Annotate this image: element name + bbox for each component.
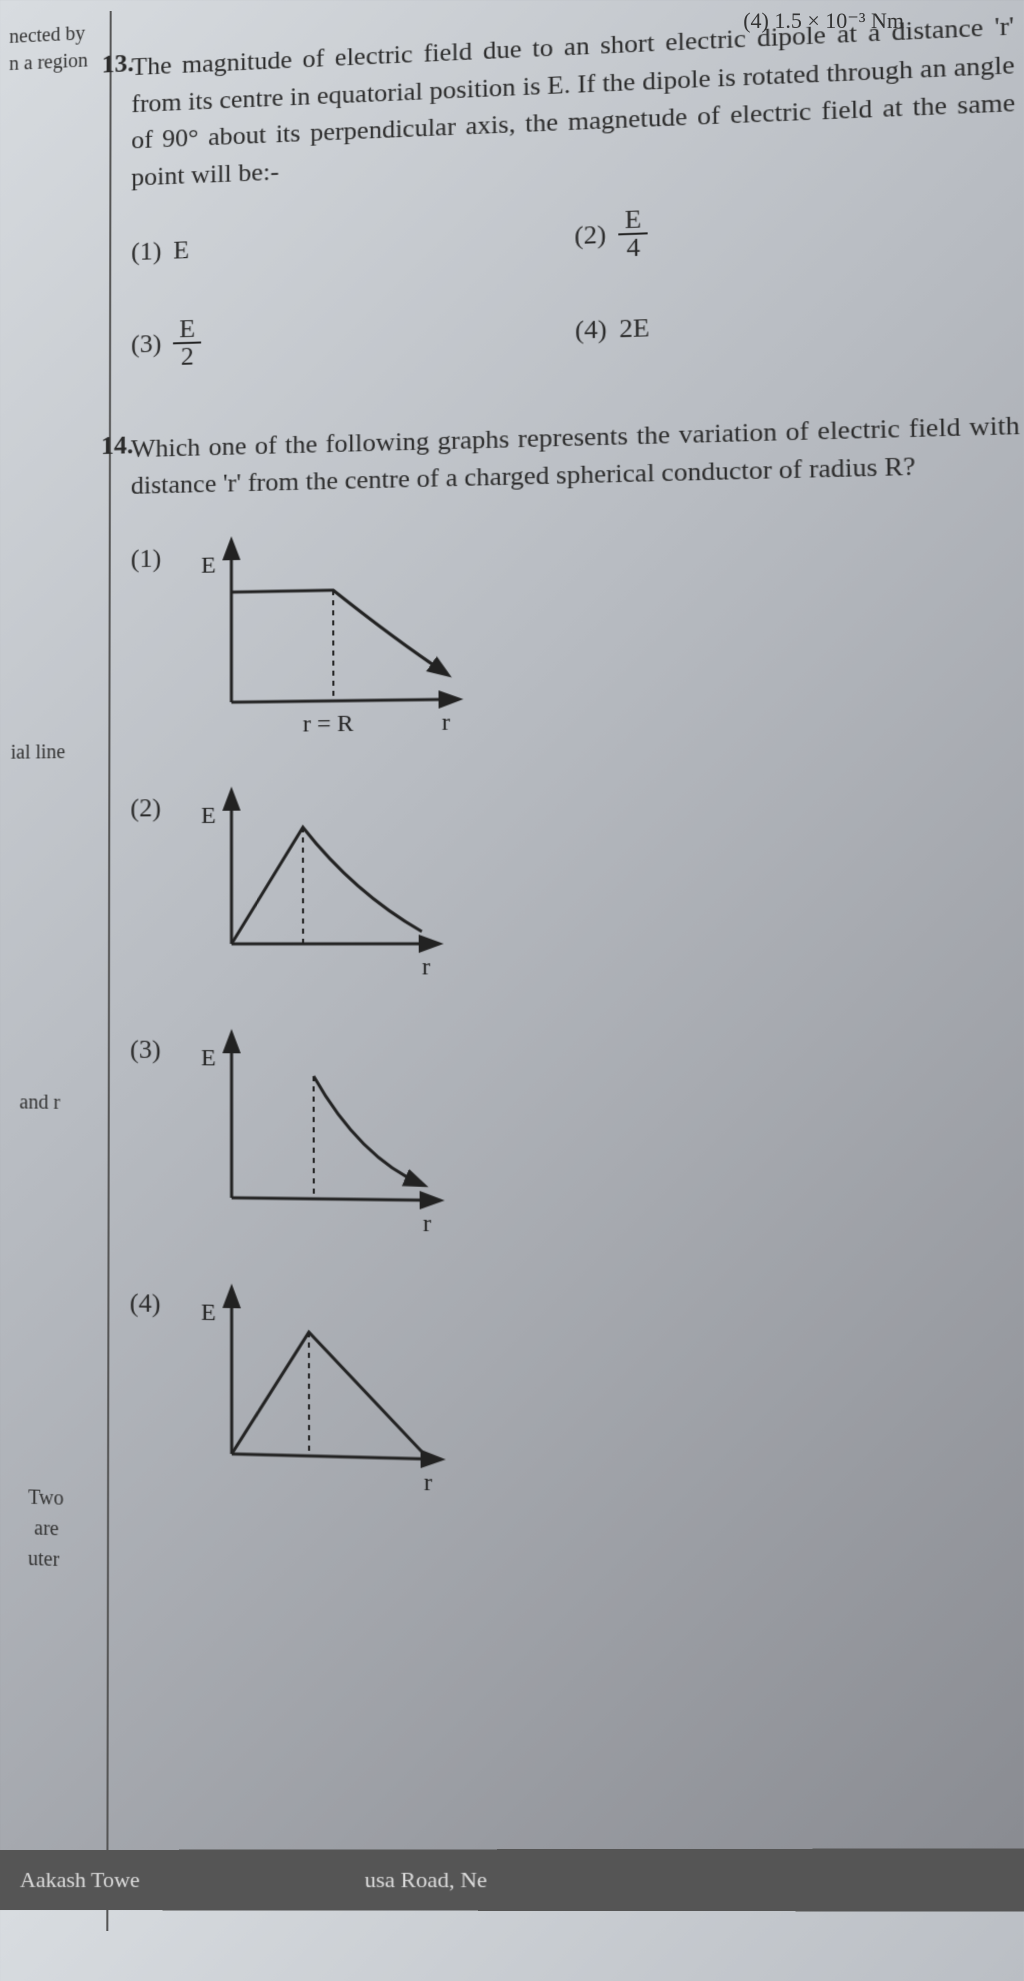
q13-option-4: (4) 2E — [575, 288, 1024, 358]
axis-label-r: r — [423, 1210, 432, 1237]
axis-label-E: E — [201, 803, 216, 830]
q14-option-3: (3) E r — [130, 1025, 1024, 1251]
q13-option-1: (1) E — [131, 209, 574, 279]
fraction: E 4 — [618, 206, 648, 261]
page-footer: Aakash Towe usa Road, Ne — [0, 1848, 1024, 1911]
margin-fragment-1: nected by — [9, 22, 85, 49]
graph-3: E r — [191, 1025, 460, 1242]
q13-text: The magnitude of electric field due to a… — [131, 6, 1024, 196]
fraction-numerator: E — [173, 316, 201, 345]
margin-fragment-5b: are — [34, 1516, 59, 1541]
graph-4: E r — [191, 1279, 461, 1502]
q14-option-2: (2) E r — [130, 775, 1024, 985]
q14-text: Which one of the following graphs repres… — [131, 405, 1024, 504]
question-13: 13. The magnitude of electric field due … — [131, 6, 1024, 371]
q13-options: (1) E (2) E 4 (3) E 2 — [131, 191, 1024, 371]
fraction: E 2 — [173, 316, 201, 370]
axis-label-r: r — [424, 1469, 433, 1497]
option-number: (2) — [130, 793, 170, 823]
option-value: E — [173, 235, 189, 265]
margin-fragment-5c: uter — [28, 1547, 59, 1573]
axis-label-E: E — [201, 1045, 216, 1072]
q14-option-1: (1) E r = R r — [130, 515, 1024, 744]
axis-label-r: r — [422, 954, 431, 981]
option-number: (3) — [131, 329, 161, 360]
q13-number: 13. — [102, 49, 134, 80]
option-number: (4) — [575, 314, 607, 345]
option-number: (1) — [131, 236, 161, 267]
axis-label-rR: r = R — [303, 711, 354, 738]
margin-fragment-3: ial line — [11, 740, 66, 764]
page-surface: nected by n a region ial line and r Two … — [0, 0, 1024, 1981]
margin-fragment-4: and r — [19, 1090, 60, 1114]
axis-label-r: r — [442, 709, 450, 736]
q13-option-3: (3) E 2 — [131, 303, 575, 371]
option-value: 2E — [619, 313, 650, 344]
footer-left: Aakash Towe — [20, 1867, 140, 1893]
margin-fragment-5a: Two — [28, 1485, 64, 1511]
fraction-numerator: E — [618, 206, 647, 235]
option-number: (1) — [131, 544, 171, 575]
option-number: (4) — [130, 1288, 171, 1319]
fraction-denominator: 2 — [175, 343, 200, 369]
content-column: 13. The magnitude of electric field due … — [129, 0, 1024, 1561]
footer-right: usa Road, Ne — [364, 1867, 487, 1894]
fraction-denominator: 4 — [620, 234, 646, 261]
q13-option-2: (2) E 4 — [574, 191, 1024, 263]
axis-label-E: E — [201, 552, 216, 578]
graph-2: E r — [191, 781, 459, 985]
q14-option-4: (4) E r — [129, 1278, 1024, 1519]
axis-label-E: E — [201, 1299, 216, 1326]
option-number: (2) — [574, 220, 606, 251]
option-number: (3) — [130, 1035, 171, 1066]
question-14: 14. Which one of the following graphs re… — [129, 405, 1024, 1518]
q14-graph-options: (1) E r = R r — [129, 515, 1024, 1519]
left-margin-column: nected by n a region ial line and r Two … — [0, 11, 112, 1931]
q14-number: 14. — [101, 430, 133, 460]
margin-fragment-2: n a region — [9, 49, 88, 76]
graph-1: E r = R r — [191, 527, 478, 743]
